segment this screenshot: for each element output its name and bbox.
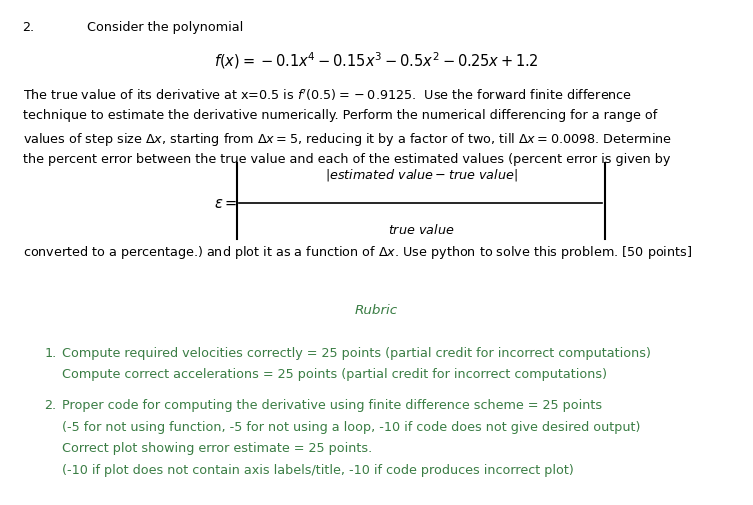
Text: 2.: 2. [23, 21, 35, 34]
Text: values of step size $\Delta x$, starting from $\Delta x = 5$, reducing it by a f: values of step size $\Delta x$, starting… [23, 131, 672, 148]
Text: Compute required velocities correctly = 25 points (partial credit for incorrect : Compute required velocities correctly = … [62, 346, 651, 359]
Text: 1.: 1. [44, 346, 56, 359]
Text: The true value of its derivative at x=0.5 is $f'(0.5) = -0.9125$.  Use the forwa: The true value of its derivative at x=0.… [23, 87, 632, 103]
Text: $|estimated\ value - true\ value|$: $|estimated\ value - true\ value|$ [325, 166, 518, 182]
Text: (-5 for not using function, -5 for not using a loop, -10 if code does not give d: (-5 for not using function, -5 for not u… [62, 420, 640, 433]
Text: $true\ value$: $true\ value$ [389, 223, 455, 237]
Text: $\varepsilon =$: $\varepsilon =$ [214, 196, 237, 211]
Text: the percent error between the true value and each of the estimated values (perce: the percent error between the true value… [23, 153, 670, 166]
Text: $f(x) = -0.1x^4 - 0.15x^3 - 0.5x^2 - 0.25x + 1.2$: $f(x) = -0.1x^4 - 0.15x^3 - 0.5x^2 - 0.2… [214, 50, 539, 71]
Text: Proper code for computing the derivative using finite difference scheme = 25 poi: Proper code for computing the derivative… [62, 398, 602, 411]
Text: Rubric: Rubric [355, 303, 398, 316]
Text: (-10 if plot does not contain axis labels/title, -10 if code produces incorrect : (-10 if plot does not contain axis label… [62, 463, 574, 476]
Text: Compute correct accelerations = 25 points (partial credit for incorrect computat: Compute correct accelerations = 25 point… [62, 368, 607, 381]
Text: Consider the polynomial: Consider the polynomial [87, 21, 243, 34]
Text: Correct plot showing error estimate = 25 points.: Correct plot showing error estimate = 25… [62, 441, 372, 454]
Text: converted to a percentage.) and plot it as a function of $\Delta x$. Use python : converted to a percentage.) and plot it … [23, 243, 692, 261]
Text: 2.: 2. [44, 398, 56, 411]
Text: technique to estimate the derivative numerically. Perform the numerical differen: technique to estimate the derivative num… [23, 109, 657, 122]
